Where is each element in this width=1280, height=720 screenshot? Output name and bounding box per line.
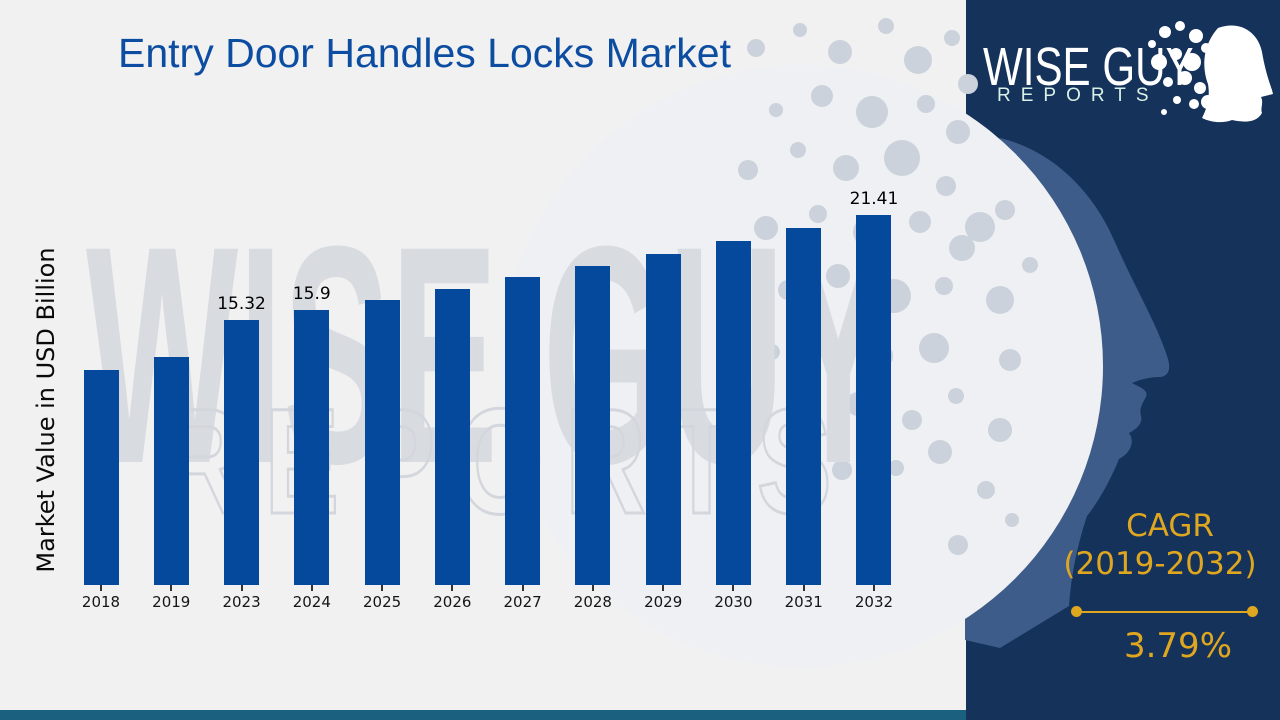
x-tick-label: 2031 (784, 593, 823, 611)
bar-value-label: 15.32 (217, 294, 266, 314)
cagr-value: 3.79% (1123, 626, 1232, 666)
bar-2018 (83, 370, 119, 585)
x-tick-label: 2023 (222, 593, 261, 611)
bar-value-label: 15.9 (292, 284, 331, 304)
x-tick-label: 2025 (362, 593, 402, 611)
y-axis-label: Market Value in USD Billion (32, 247, 60, 573)
divider-dot-left (1071, 606, 1082, 617)
x-axis-tick (732, 585, 735, 591)
x-axis-tick (662, 585, 665, 591)
bar-2027 (505, 277, 541, 585)
x-axis-tick (451, 585, 454, 591)
x-tick-label: 2032 (854, 593, 894, 611)
cagr-divider-line (1077, 611, 1253, 613)
x-axis-tick (100, 585, 102, 591)
bar-2019 (153, 357, 189, 585)
x-axis-tick (170, 585, 173, 591)
bar-2026 (434, 289, 470, 585)
bar-2028 (575, 266, 611, 585)
x-tick-label: 2026 (433, 593, 472, 611)
divider-dot-right (1247, 606, 1258, 617)
bar-2025 (364, 300, 400, 585)
page-title: Entry Door Handles Locks Market (118, 30, 731, 76)
bar-2029 (645, 254, 681, 585)
x-tick-label: 2029 (644, 593, 683, 611)
bar-value-label: 21.41 (849, 189, 899, 209)
x-axis-tick (591, 585, 594, 591)
x-axis-tick (802, 585, 805, 591)
x-axis-tick (381, 585, 384, 591)
x-axis-tick (872, 585, 875, 591)
logo-reports-text: REPORTS (997, 85, 1159, 106)
x-tick-label: 2019 (152, 593, 191, 611)
x-tick-label: 2030 (714, 593, 753, 611)
bar-2031 (786, 228, 822, 585)
bar-2023 (224, 320, 260, 585)
x-tick-label: 2027 (503, 593, 542, 611)
cagr-label: CAGR (1126, 508, 1214, 544)
x-axis-tick (521, 585, 524, 591)
x-tick-label: 2028 (573, 593, 612, 611)
bar-2032 (856, 215, 892, 585)
bar-2024 (294, 310, 330, 585)
x-tick-label: 2024 (292, 593, 331, 611)
x-axis-tick (240, 585, 243, 591)
x-tick-label: 2018 (81, 593, 121, 611)
bar-2030 (715, 241, 751, 585)
footer-strip (0, 710, 966, 720)
cagr-range: (2019-2032) (1063, 546, 1257, 582)
x-axis-tick (310, 585, 313, 591)
